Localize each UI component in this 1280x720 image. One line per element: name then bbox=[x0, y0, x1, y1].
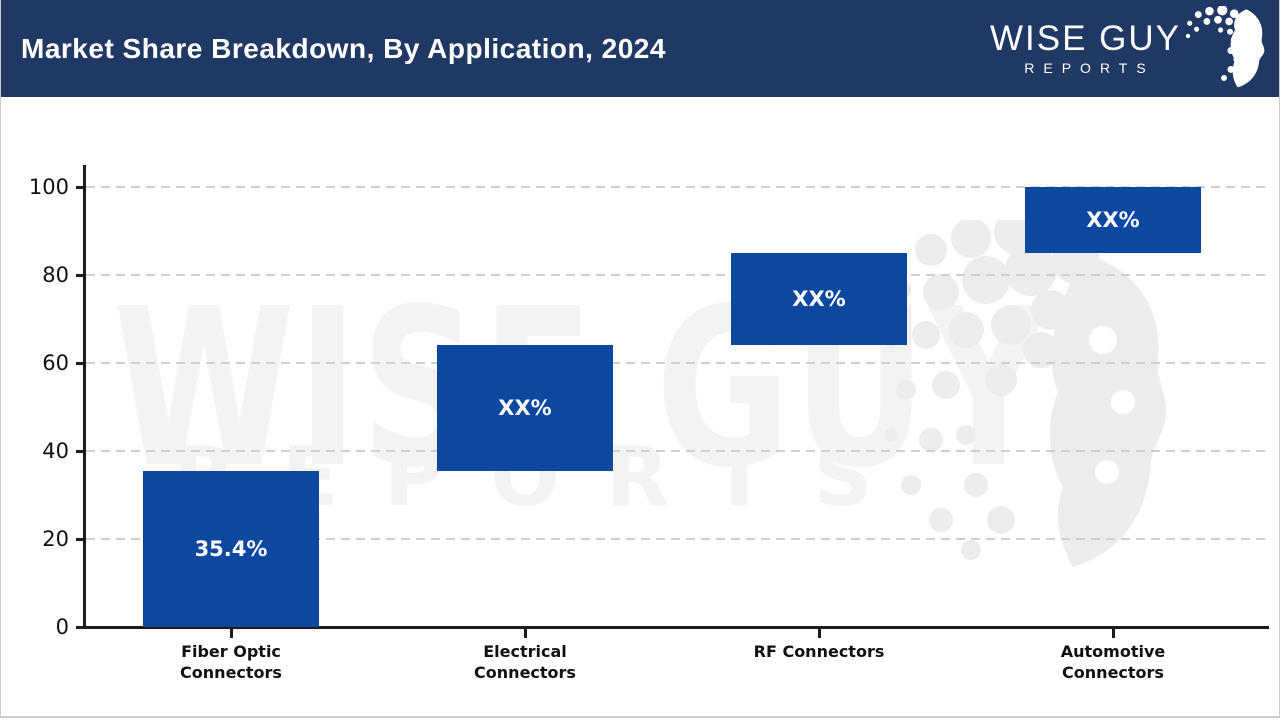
y-axis-tick bbox=[76, 450, 86, 453]
y-axis-tick-label: 80 bbox=[42, 263, 69, 287]
y-axis-tick bbox=[76, 362, 86, 365]
gridline bbox=[86, 186, 1269, 188]
bar-value-label: 35.4% bbox=[194, 537, 268, 562]
chart-title: Market Share Breakdown, By Application, … bbox=[21, 32, 666, 64]
x-axis-category-line: Automotive bbox=[1060, 642, 1166, 661]
waterfall-bar: 35.4% bbox=[143, 471, 319, 627]
x-axis-category-line: Fiber Optic bbox=[181, 642, 281, 661]
y-axis-tick-label: 0 bbox=[55, 615, 69, 639]
gridline bbox=[86, 362, 1269, 364]
gridline bbox=[86, 274, 1269, 276]
waterfall-bar: XX% bbox=[437, 345, 613, 472]
x-axis-line bbox=[83, 626, 1269, 629]
x-axis-category-label: RF Connectors bbox=[689, 641, 949, 662]
x-axis-category-label: Fiber Optic Connectors bbox=[101, 641, 361, 683]
wiseguy-logo: WISE GUY REPORTS bbox=[990, 6, 1267, 90]
x-axis-category-line: Electrical bbox=[483, 642, 567, 661]
x-axis-tick bbox=[818, 629, 821, 638]
bar-value-label: XX% bbox=[792, 287, 846, 312]
bar-value-label: XX% bbox=[1086, 208, 1140, 232]
x-axis-category-line: RF Connectors bbox=[753, 642, 885, 661]
x-axis-tick bbox=[1112, 629, 1115, 638]
x-axis-category-line: Connectors bbox=[180, 663, 282, 682]
y-axis-tick bbox=[76, 626, 86, 629]
waterfall-bar: XX% bbox=[731, 253, 907, 346]
y-axis-tick bbox=[76, 538, 86, 541]
y-axis-tick-label: 100 bbox=[28, 175, 69, 199]
y-axis-tick-label: 20 bbox=[42, 527, 69, 551]
bar-value-label: XX% bbox=[498, 396, 552, 421]
gridline bbox=[86, 450, 1269, 452]
x-axis-tick bbox=[230, 629, 233, 638]
x-axis-category-line: Connectors bbox=[1062, 663, 1164, 682]
x-axis-category-label: Electrical Connectors bbox=[395, 641, 655, 683]
y-axis-line bbox=[83, 165, 86, 629]
gridline bbox=[86, 538, 1269, 540]
logo-text-main: WISE GUY bbox=[989, 19, 1181, 59]
y-axis-tick bbox=[76, 186, 86, 189]
x-axis-category-line: Connectors bbox=[474, 663, 576, 682]
y-axis-tick-label: 40 bbox=[42, 439, 69, 463]
y-axis-tick bbox=[76, 274, 86, 277]
logo-wordmark: WISE GUY REPORTS bbox=[990, 20, 1181, 76]
waterfall-bar: XX% bbox=[1025, 187, 1201, 253]
logo-text-sub: REPORTS bbox=[1024, 59, 1155, 76]
y-axis-tick-label: 60 bbox=[42, 351, 69, 375]
logo-head-icon bbox=[1185, 6, 1265, 88]
header: Market Share Breakdown, By Application, … bbox=[1, 0, 1279, 97]
x-axis-tick bbox=[524, 629, 527, 638]
x-axis-category-label: Automotive Connectors bbox=[983, 641, 1243, 683]
